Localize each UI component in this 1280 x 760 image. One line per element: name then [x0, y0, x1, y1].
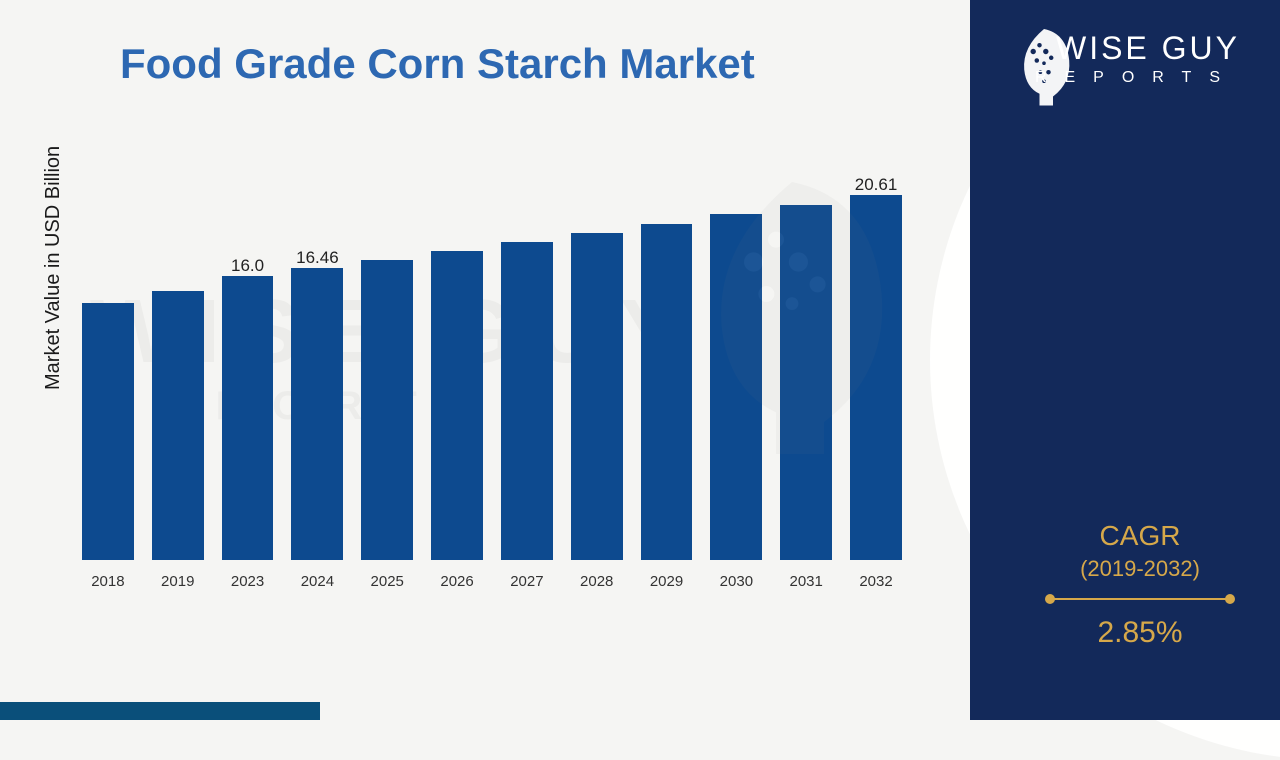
- x-axis-tick-label: 2031: [780, 573, 832, 590]
- main-chart-area: Food Grade Corn Starch Market WISE GUY R…: [0, 0, 970, 720]
- x-axis-tick-label: 2027: [501, 573, 553, 590]
- bar-wrapper: [780, 170, 832, 560]
- bar-wrapper: [431, 170, 483, 560]
- bar: [850, 195, 902, 560]
- x-axis-tick-label: 2030: [710, 573, 762, 590]
- bar-wrapper: 20.61: [850, 170, 902, 560]
- y-axis-label: Market Value in USD Billion: [42, 146, 65, 390]
- bar-value-label: 20.61: [855, 175, 898, 195]
- cagr-title: CAGR: [1050, 520, 1230, 552]
- bars-area: 16.0 16.46 20.61: [82, 170, 902, 560]
- bar-wrapper: [152, 170, 204, 560]
- bar: [571, 233, 623, 560]
- cagr-divider: [1050, 598, 1230, 600]
- x-axis-tick-label: 2019: [152, 573, 204, 590]
- x-axis-tick-label: 2029: [641, 573, 693, 590]
- bar-value-label: 16.46: [296, 248, 339, 268]
- brand-logo: WISE GUY REPORTS: [1035, 30, 1240, 87]
- bar-wrapper: [571, 170, 623, 560]
- bar: [710, 214, 762, 560]
- x-axis-labels: 2018 2019 2023 2024 2025 2026 2027 2028 2029 2030…: [82, 573, 902, 590]
- cagr-box: CAGR (2019-2032) 2.85%: [1050, 520, 1230, 650]
- bar-wrapper: 16.0: [222, 170, 274, 560]
- logo-text-line1: WISE GUY: [1035, 30, 1240, 67]
- x-axis-tick-label: 2025: [361, 573, 413, 590]
- bar: [431, 251, 483, 560]
- bar: [82, 303, 134, 560]
- x-axis-tick-label: 2024: [291, 573, 343, 590]
- bar: [291, 268, 343, 560]
- cagr-value: 2.85%: [1050, 616, 1230, 650]
- x-axis-tick-label: 2032: [850, 573, 902, 590]
- x-axis-tick-label: 2026: [431, 573, 483, 590]
- x-axis-tick-label: 2028: [571, 573, 623, 590]
- bar-wrapper: [501, 170, 553, 560]
- logo-text-line2: REPORTS: [1035, 69, 1238, 87]
- bottom-accent-bar: [0, 702, 320, 720]
- bar-wrapper: [361, 170, 413, 560]
- cagr-range: (2019-2032): [1050, 556, 1230, 582]
- chart-title: Food Grade Corn Starch Market: [120, 40, 755, 88]
- x-axis-tick-label: 2023: [222, 573, 274, 590]
- bar: [222, 276, 274, 560]
- bar-wrapper: [710, 170, 762, 560]
- bar: [641, 224, 693, 560]
- bar-chart: 16.016.4620.61 2018201920232024202520262…: [82, 170, 902, 590]
- bar-wrapper: [641, 170, 693, 560]
- bar: [780, 205, 832, 560]
- bar: [501, 242, 553, 560]
- bar: [361, 260, 413, 560]
- x-axis-tick-label: 2018: [82, 573, 134, 590]
- bar-wrapper: [82, 170, 134, 560]
- bar: [152, 291, 204, 560]
- bar-value-label: 16.0: [231, 256, 264, 276]
- bar-wrapper: 16.46: [291, 170, 343, 560]
